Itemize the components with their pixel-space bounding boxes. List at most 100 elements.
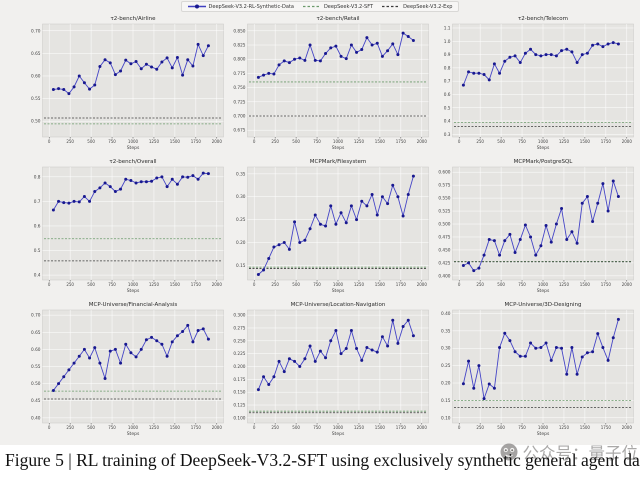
- svg-text:τ2-bench/Telecom: τ2-bench/Telecom: [518, 16, 568, 22]
- watermark-text: 公众号：量子位: [522, 444, 639, 463]
- legend-label: DeepSeek-V3.2-RL-Synthetic-Data: [208, 3, 294, 10]
- svg-text:MCP-Universe/3D-Designing: MCP-Universe/3D-Designing: [504, 302, 581, 308]
- svg-text:1500: 1500: [375, 139, 386, 144]
- svg-text:0.575: 0.575: [438, 183, 450, 189]
- legend-item-v32-exp: DeepSeek-V3.2-Exp: [382, 3, 452, 10]
- svg-text:0.4: 0.4: [444, 119, 451, 125]
- subplot-mcpmark-postgresql: 0.400 0.425 0.450 0.475 0.500 0.525 0.550 0.575…: [432, 156, 637, 299]
- svg-text:0.425: 0.425: [438, 260, 450, 266]
- svg-text:0.55: 0.55: [31, 96, 41, 102]
- svg-text:250: 250: [476, 425, 484, 430]
- svg-text:0.500: 0.500: [438, 222, 450, 228]
- svg-text:500: 500: [497, 282, 505, 287]
- svg-text:1250: 1250: [354, 425, 365, 430]
- svg-text:750: 750: [108, 282, 116, 287]
- plot-svg-mcp-universe-location-navigation: 0.100 0.125 0.150 0.175 0.200 0.225 0.250 0.275…: [233, 302, 429, 437]
- plot-svg-mcp-universe-3d-designing: 0.10 0.15 0.20 0.25 0.30 0.35 0.40 0 250 500 750 10…: [441, 302, 634, 437]
- svg-text:750: 750: [313, 282, 321, 287]
- svg-text:2000: 2000: [417, 139, 428, 144]
- svg-text:1750: 1750: [601, 425, 612, 430]
- svg-text:0.200: 0.200: [233, 364, 245, 370]
- svg-text:1250: 1250: [354, 139, 365, 144]
- svg-text:1000: 1000: [333, 425, 344, 430]
- svg-text:0.675: 0.675: [233, 128, 245, 134]
- legend-sample-v32-exp: [382, 5, 401, 8]
- figure-canvas: DeepSeek-V3.2-RL-Synthetic-Data DeepSeek-…: [0, 0, 640, 445]
- svg-text:1000: 1000: [538, 139, 549, 144]
- svg-text:0.35: 0.35: [441, 328, 451, 334]
- svg-text:0.850: 0.850: [233, 28, 245, 34]
- svg-text:0.60: 0.60: [31, 73, 41, 79]
- svg-text:0.10: 0.10: [441, 415, 451, 421]
- svg-text:500: 500: [292, 139, 300, 144]
- subplot-tau2-bench-overall: 0.4 0.5 0.6 0.7 0.8 0 250 500 750 1000 1250 1500 175…: [22, 156, 227, 299]
- svg-text:Steps: Steps: [332, 431, 345, 437]
- svg-text:0.7: 0.7: [444, 79, 451, 85]
- svg-text:1250: 1250: [559, 139, 570, 144]
- plot-svg-tau2-bench-overall: 0.4 0.5 0.6 0.7 0.8 0 250 500 750 1000 1250 1500 175…: [34, 159, 224, 294]
- svg-text:Steps: Steps: [127, 145, 140, 151]
- svg-text:0: 0: [458, 139, 461, 144]
- svg-text:0.30: 0.30: [441, 346, 451, 352]
- subplot-tau2-bench-airline: 0.50 0.55 0.60 0.65 0.70 0 250 500 750 1000 1250 15…: [22, 13, 227, 156]
- svg-text:0.30: 0.30: [236, 194, 246, 200]
- svg-text:τ2-bench/Overall: τ2-bench/Overall: [109, 159, 157, 165]
- svg-text:Steps: Steps: [537, 145, 550, 151]
- svg-text:1500: 1500: [170, 282, 181, 287]
- svg-text:0.20: 0.20: [236, 240, 246, 246]
- svg-text:MCPMark/PostgreSQL: MCPMark/PostgreSQL: [514, 159, 574, 165]
- svg-text:0: 0: [253, 139, 256, 144]
- plot-svg-tau2-bench-airline: 0.50 0.55 0.60 0.65 0.70 0 250 500 750 1000 1250 15…: [31, 16, 224, 151]
- svg-text:1500: 1500: [580, 139, 591, 144]
- svg-text:1000: 1000: [333, 282, 344, 287]
- svg-text:2000: 2000: [212, 139, 223, 144]
- svg-text:0.9: 0.9: [444, 52, 451, 58]
- svg-text:1250: 1250: [149, 139, 160, 144]
- svg-text:1500: 1500: [580, 425, 591, 430]
- svg-text:0.125: 0.125: [233, 403, 245, 409]
- svg-text:0.25: 0.25: [441, 363, 451, 369]
- subplot-tau2-bench-retail: 0.675 0.700 0.725 0.750 0.775 0.800 0.825 0.850…: [227, 13, 432, 156]
- svg-text:0.300: 0.300: [233, 313, 245, 319]
- svg-text:0.550: 0.550: [438, 196, 450, 202]
- svg-text:2000: 2000: [417, 425, 428, 430]
- svg-text:1750: 1750: [601, 139, 612, 144]
- svg-text:500: 500: [497, 425, 505, 430]
- plot-svg-tau2-bench-retail: 0.675 0.700 0.725 0.750 0.775 0.800 0.825 0.850…: [233, 16, 429, 151]
- svg-text:500: 500: [87, 139, 95, 144]
- chart-legend-row: DeepSeek-V3.2-RL-Synthetic-Data DeepSeek-…: [0, 1, 640, 12]
- svg-text:0.450: 0.450: [438, 247, 450, 253]
- svg-text:0.35: 0.35: [236, 171, 246, 177]
- svg-text:0.25: 0.25: [236, 217, 246, 223]
- svg-text:0.775: 0.775: [233, 71, 245, 77]
- caption-row: 公众号：量子位 Figure 5 | RL training of DeepSe…: [0, 443, 640, 481]
- svg-text:0.8: 0.8: [34, 174, 41, 180]
- svg-text:0.750: 0.750: [233, 85, 245, 91]
- svg-text:1500: 1500: [375, 282, 386, 287]
- svg-text:750: 750: [313, 425, 321, 430]
- svg-text:0: 0: [253, 282, 256, 287]
- svg-text:250: 250: [66, 139, 74, 144]
- svg-text:1000: 1000: [128, 282, 139, 287]
- svg-text:750: 750: [108, 139, 116, 144]
- svg-text:0: 0: [48, 282, 51, 287]
- legend-item-rl-synthetic-data: DeepSeek-V3.2-RL-Synthetic-Data: [187, 3, 294, 10]
- svg-text:1750: 1750: [191, 139, 202, 144]
- svg-text:750: 750: [518, 425, 526, 430]
- subplot-mcp-universe-financial-analysis: 0.40 0.45 0.50 0.55 0.60 0.65 0.70 0 250 500 750 10…: [22, 299, 227, 442]
- svg-text:Steps: Steps: [127, 431, 140, 437]
- svg-text:0.8: 0.8: [444, 65, 451, 71]
- svg-text:2000: 2000: [622, 139, 633, 144]
- subplot-mcp-universe-3d-designing: 0.10 0.15 0.20 0.25 0.30 0.35 0.40 0 250 500 750 10…: [432, 299, 637, 442]
- svg-text:Steps: Steps: [537, 288, 550, 294]
- qbitai-logo-icon: [500, 443, 517, 461]
- svg-text:0.600: 0.600: [438, 170, 450, 176]
- svg-text:0.7: 0.7: [34, 199, 41, 205]
- svg-text:750: 750: [313, 139, 321, 144]
- svg-text:1500: 1500: [170, 139, 181, 144]
- svg-text:MCP-Universe/Location-Navigati: MCP-Universe/Location-Navigation: [291, 302, 386, 308]
- watermark: 公众号：量子位: [499, 440, 639, 464]
- plot-svg-tau2-bench-telecom: 0.3 0.4 0.5 0.6 0.7 0.8 0.9 1.0 1.1 0 250 500 750 100…: [444, 16, 634, 151]
- svg-text:0.725: 0.725: [233, 99, 245, 105]
